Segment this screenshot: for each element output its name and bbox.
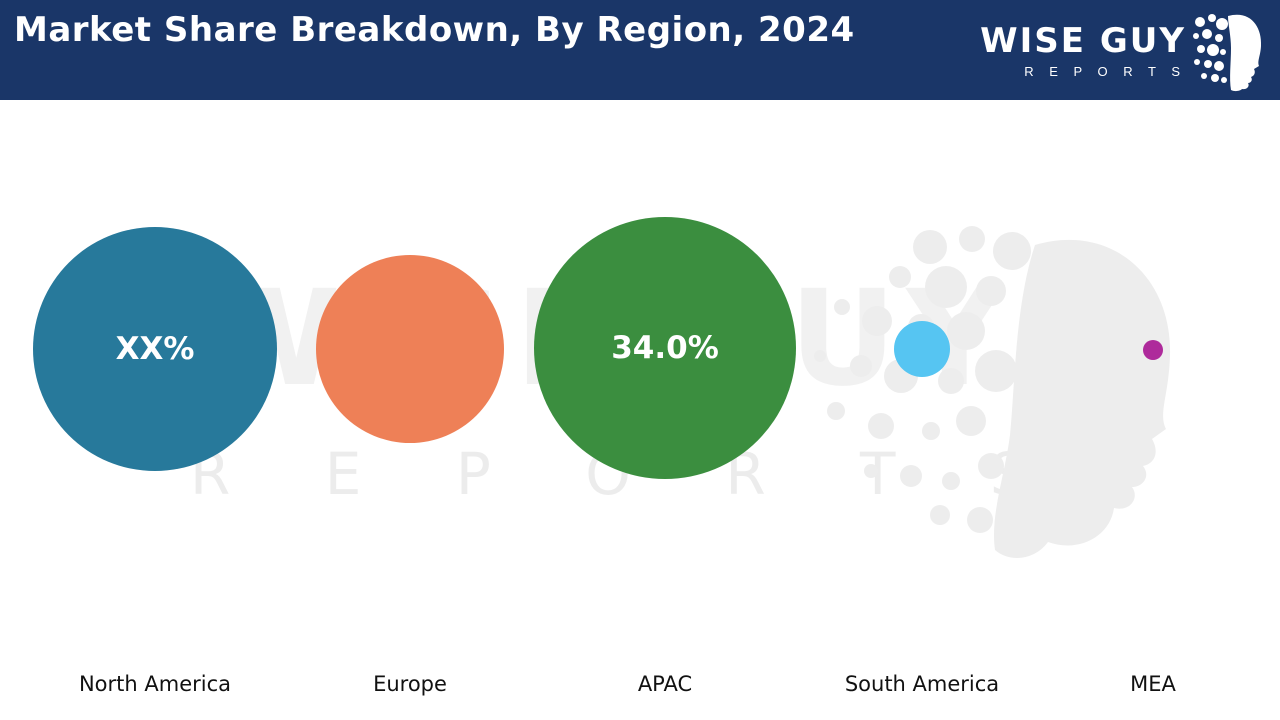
category-label-mea: MEA [1130, 672, 1176, 696]
bubble-value-label-apac: 34.0% [611, 330, 719, 366]
bubble-south-america [894, 321, 950, 377]
watermark-head-icon [814, 226, 1171, 558]
brand-subtitle: R E P O R T S [1024, 64, 1186, 79]
bubble-north-america: XX% [33, 227, 277, 471]
category-label-apac: APAC [637, 672, 693, 696]
brand-name: WISE GUY [980, 21, 1186, 61]
category-label-europe: Europe [373, 672, 447, 696]
brand-head-icon [1193, 14, 1262, 92]
brand-logo-text: WISE GUY R E P O R T S [980, 21, 1186, 79]
page-title: Market Share Breakdown, By Region, 2024 [14, 10, 855, 50]
category-label-south-america: South America [844, 672, 1000, 696]
bubble-mea [1143, 340, 1163, 360]
bubble-europe [316, 255, 504, 443]
header-bar: Market Share Breakdown, By Region, 2024 … [0, 0, 1280, 100]
bubble-apac: 34.0% [534, 217, 796, 479]
category-label-north-america: North America [78, 672, 232, 696]
bubble-value-label-north-america: XX% [115, 331, 195, 367]
brand-logo: WISE GUY R E P O R T S [980, 8, 1262, 92]
